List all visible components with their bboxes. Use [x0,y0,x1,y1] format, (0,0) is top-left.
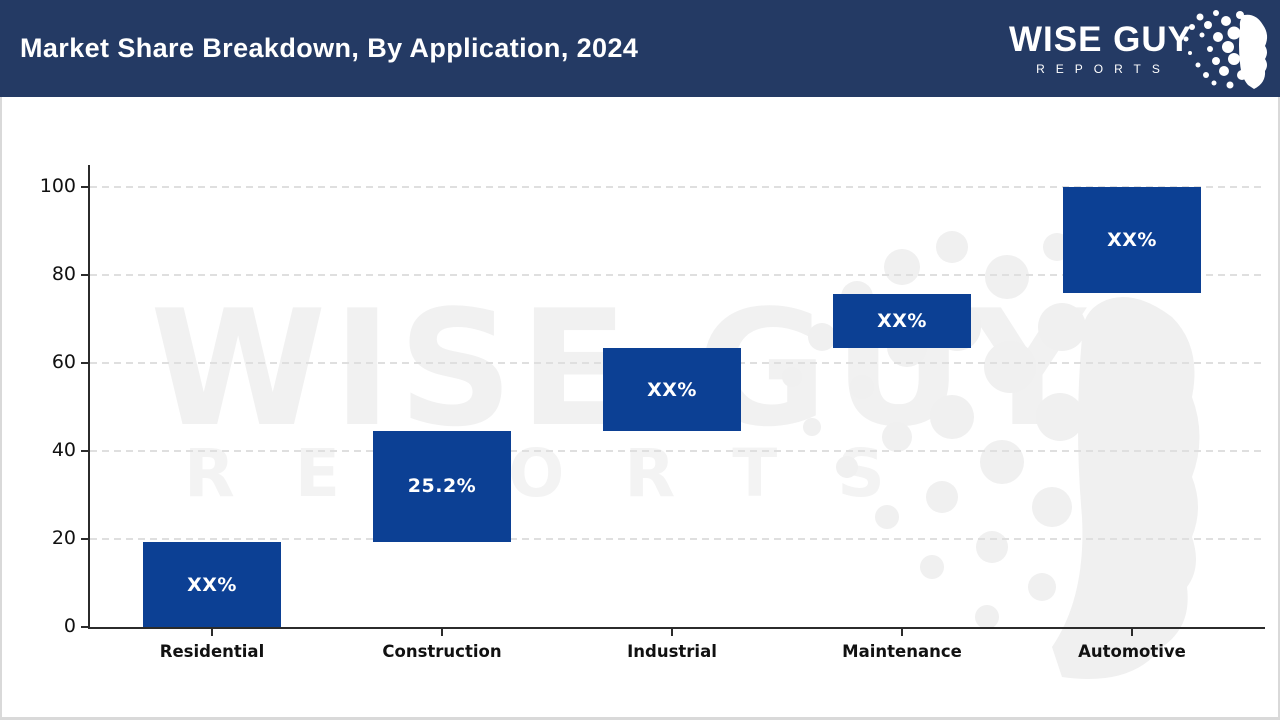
y-tick-0 [81,626,89,628]
y-tick-60 [81,362,89,364]
bar-construction: 25.2% [373,430,511,542]
bar-value-label: XX% [187,573,237,596]
category-label-industrial: Industrial [627,642,717,661]
bar-value-label: XX% [1107,229,1157,252]
y-tick-100 [81,186,89,188]
y-tick-40 [81,450,89,452]
watermark-face-icon [782,231,1200,679]
category-label-residential: Residential [159,642,265,661]
y-tick-80 [81,274,89,276]
bar-residential: XX% [143,542,281,627]
gridline-40 [90,450,1265,452]
bar-industrial: XX% [603,348,741,431]
bar-maintenance: XX% [833,293,971,349]
gridline-80 [90,274,1265,276]
x-tick-construction [441,629,443,636]
bar-value-label: XX% [877,310,927,333]
x-tick-maintenance [901,629,903,636]
watermark-subtext: REPORTS [184,435,945,512]
y-tick-label-40: 40 [51,439,76,461]
y-tick-label-100: 100 [39,175,76,197]
wise-guy-logo: WISE GUY REPORTS [1009,5,1270,93]
gridline-20 [90,538,1265,540]
y-tick-label-80: 80 [51,263,76,285]
y-tick-label-60: 60 [51,351,76,373]
plot-canvas: WISE GUY REPORTS 0 20 40 60 80 100 XX% Resident… [0,97,1280,720]
y-tick-label-20: 20 [51,527,76,549]
category-label-maintenance: Maintenance [842,642,962,661]
x-tick-industrial [671,629,673,636]
category-label-automotive: Automotive [1078,642,1186,661]
y-axis-line [88,165,90,629]
y-tick-label-0: 0 [63,615,76,637]
x-tick-residential [211,629,213,636]
header-banner: Market Share Breakdown, By Application, … [0,0,1280,97]
logo-brand-name: WISE GUY [1008,19,1192,59]
bar-value-label: 25.2% [407,475,477,498]
logo-brand-sub: REPORTS [1036,61,1171,76]
y-tick-20 [81,538,89,540]
chart-title: Market Share Breakdown, By Application, … [20,33,639,63]
x-tick-automotive [1131,629,1133,636]
category-label-construction: Construction [382,642,502,661]
bar-value-label: XX% [647,378,697,401]
x-axis-line [88,627,1265,629]
dotted-face-icon [1183,9,1268,89]
bar-automotive: XX% [1063,187,1201,294]
logo-text: WISE GUY REPORTS [1009,22,1192,76]
gridline-100 [90,186,1265,188]
